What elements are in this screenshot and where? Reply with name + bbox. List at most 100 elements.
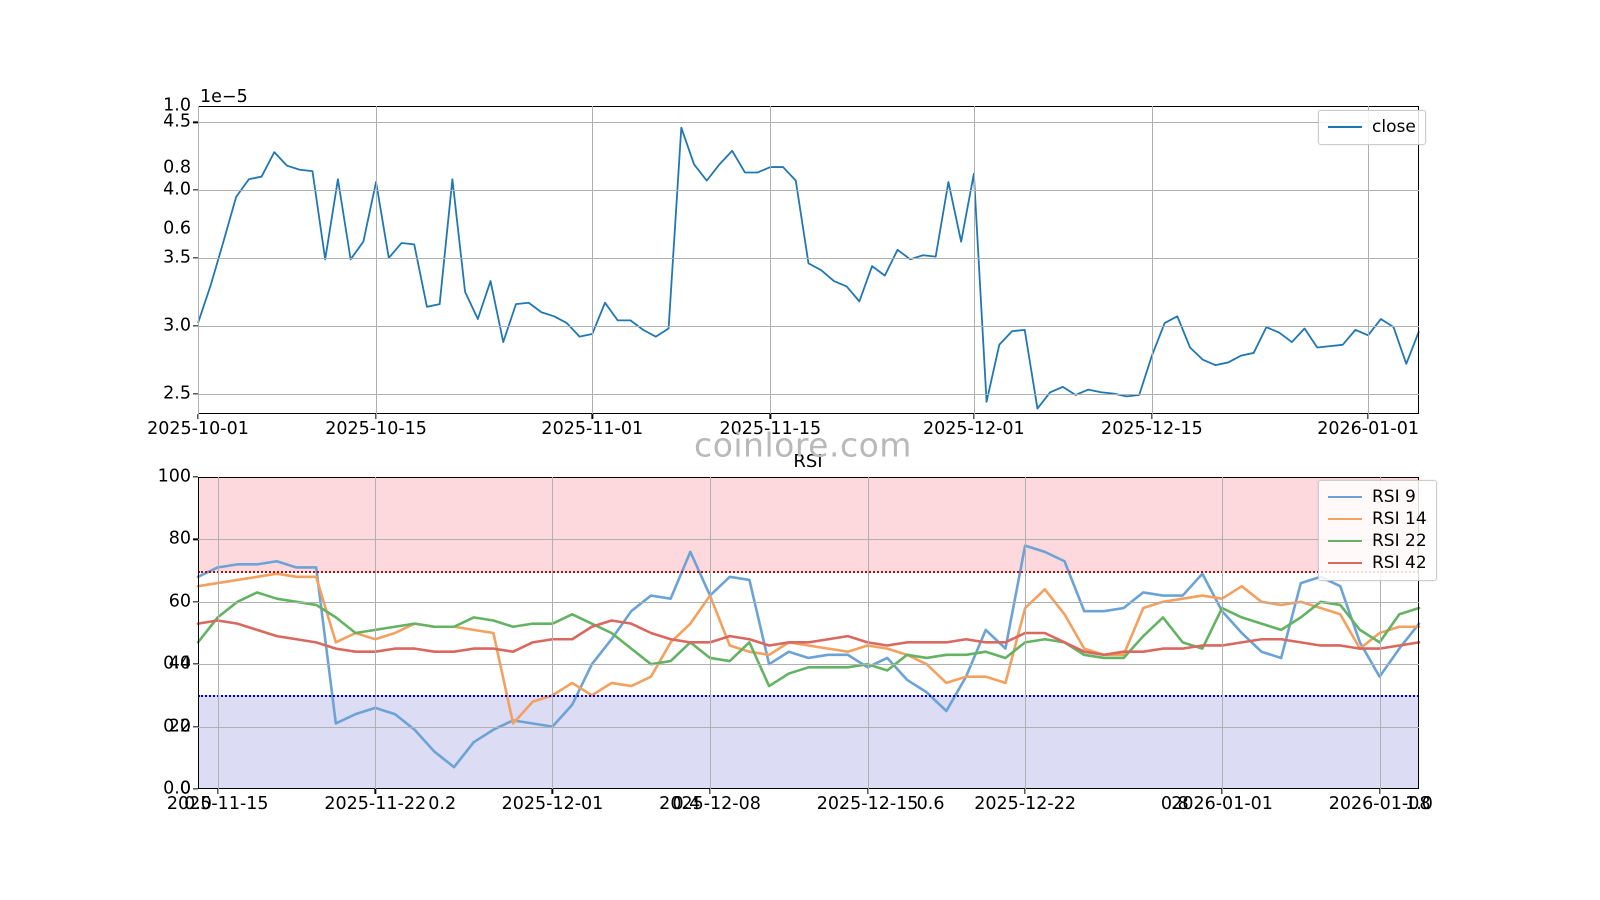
rsi-x-tick-label-overlay: 0.6	[916, 794, 945, 814]
rsi-gridline-v	[1222, 477, 1224, 789]
price-gridline-v	[973, 106, 975, 414]
price-x-tick-mark	[591, 414, 593, 419]
price-x-tick-mark	[1367, 414, 1369, 419]
rsi-x-tick-mark	[1024, 789, 1026, 794]
rsi-y-tick-mark	[193, 663, 198, 665]
rsi-y-tick-label: 100	[157, 466, 191, 487]
rsi-gridline-h	[198, 601, 1419, 603]
rsi-gridline-h	[198, 539, 1419, 541]
legend-item[interactable]: RSI 14	[1328, 508, 1427, 530]
close-price-line	[197, 126, 1420, 410]
coinlore-watermark: coinlore.com	[694, 425, 912, 465]
rsi-series-line	[196, 572, 1421, 725]
price-y-tick-mark	[193, 189, 198, 191]
rsi-x-tick-label-overlay: 0.8	[1160, 794, 1189, 814]
price-gridline-v	[1368, 106, 1370, 414]
price-x-tick-label: 2025-11-15	[719, 419, 822, 439]
legend-item-label: RSI 42	[1372, 552, 1427, 573]
rsi-gridline-v	[1025, 477, 1027, 789]
rsi-x-tick-label: 2025-11-15	[166, 794, 269, 814]
rsi-y-tick-label: 0	[179, 778, 191, 799]
legend-color-swatch	[1328, 496, 1362, 498]
rsi-x-tick-mark	[551, 789, 554, 794]
rsi-y-tick-mark	[193, 538, 198, 541]
price-y-tick-mark	[193, 121, 198, 123]
rsi-x-tick-label: 2025-11-22	[324, 794, 427, 814]
rsi-x-tick-label: 2025-12-01	[501, 794, 604, 814]
legend-item[interactable]: RSI 42	[1328, 552, 1427, 574]
rsi-gridline-v	[552, 477, 554, 789]
price-gridline-h	[198, 393, 1419, 395]
rsi-x-tick-mark	[1221, 789, 1223, 794]
price-y-tick-mark	[193, 257, 198, 259]
price-x-tick-label: 2025-10-01	[147, 419, 249, 439]
price-x-tick-mark	[197, 414, 199, 419]
rsi-series-line	[196, 591, 1421, 688]
legend-item[interactable]: RSI 22	[1328, 530, 1427, 552]
rsi-gridline-v	[710, 477, 712, 789]
price-x-tick-label: 2025-10-15	[325, 419, 427, 439]
rsi-series-line	[196, 544, 1421, 769]
rsi-y-tick-mark	[193, 725, 198, 728]
rsi-y-tick-mark	[193, 788, 198, 790]
price-chart-axes: 4.5 4.0 3.5 3.0 2.5 1.0 0.8 0.6 2025-10-01 2025-1…	[147, 97, 1420, 438]
price-gridline-v	[592, 106, 594, 414]
rsi-x-tick-label-overlay: 0.2	[428, 794, 457, 814]
legend-item-label: close	[1372, 116, 1416, 137]
rsi-y-tick-label: 20	[168, 715, 191, 736]
rsi-gridline-v	[867, 477, 869, 789]
rsi-x-tick-label-overlay: 0.4	[672, 794, 701, 814]
price-x-tick-label: 2026-01-01	[1317, 419, 1419, 439]
rsi-x-tick-mark	[217, 789, 219, 794]
legend-color-swatch	[1328, 126, 1362, 128]
rsi-series-line	[196, 619, 1421, 657]
rsi-x-tick-mark	[709, 789, 711, 794]
rsi-x-tick-label: 2026-01-01	[1171, 794, 1273, 814]
price-x-tick-label: 2025-11-01	[541, 419, 644, 439]
rsi-x-tick-mark	[1378, 789, 1381, 794]
price-legend[interactable]: close	[1318, 110, 1426, 145]
legend-item-label: RSI 22	[1372, 530, 1427, 551]
price-line-plot	[197, 126, 1420, 410]
price-y-tick-label-overlay: 0.6	[163, 218, 191, 239]
oversold-threshold-line	[198, 695, 1419, 698]
rsi-x-tick-mark	[374, 789, 376, 794]
rsi-gridline-v	[1379, 477, 1381, 789]
price-gridline-h	[198, 257, 1419, 259]
legend-color-swatch	[1328, 562, 1362, 564]
rsi-panel-title: RSI	[793, 451, 823, 472]
price-y-tick-label: 2.5	[163, 382, 191, 403]
price-x-tick-label: 2025-12-15	[1101, 419, 1203, 439]
legend-item-label: RSI 9	[1372, 486, 1416, 507]
legend-item[interactable]: close	[1328, 116, 1416, 138]
rsi-y-tick-mark	[193, 476, 198, 478]
price-gridline-h	[198, 122, 1419, 124]
price-y-offset-label: 1e−5	[200, 87, 248, 107]
rsi-y-tick-label-overlay: 0.2	[163, 715, 191, 736]
price-gridline-v	[376, 106, 378, 414]
price-y-tick-label: 3.5	[163, 247, 191, 268]
price-x-tick-mark	[375, 414, 377, 419]
rsi-y-tick-label-overlay: 0.0	[163, 778, 191, 799]
rsi-gridline-v	[375, 477, 377, 789]
price-gridline-v	[770, 106, 772, 414]
rsi-legend[interactable]: RSI 9 RSI 14 RSI 22 RSI 42	[1318, 480, 1437, 581]
price-y-tick-label: 3.0	[163, 315, 191, 336]
oversold-band	[198, 695, 1419, 789]
price-y-tick-label: 4.5	[163, 111, 191, 132]
rsi-gridline-h	[198, 726, 1419, 728]
price-gridline-v	[198, 106, 199, 414]
price-y-tick-label: 4.0	[163, 179, 191, 200]
rsi-y-tick-label: 60	[168, 591, 191, 612]
rsi-y-tick-label: 40	[168, 653, 191, 674]
rsi-x-tick-label: 2025-12-22	[974, 794, 1076, 814]
overbought-band	[198, 477, 1419, 571]
price-x-tick-mark	[973, 414, 975, 419]
rsi-line-plot	[196, 544, 1421, 769]
rsi-x-tick-label-overlay: 0.0	[184, 794, 212, 814]
legend-item[interactable]: RSI 9	[1328, 486, 1427, 508]
legend-item-label: RSI 14	[1372, 508, 1427, 529]
legend-color-swatch	[1328, 518, 1362, 520]
rsi-x-tick-label: 2026-01-08	[1328, 794, 1431, 814]
